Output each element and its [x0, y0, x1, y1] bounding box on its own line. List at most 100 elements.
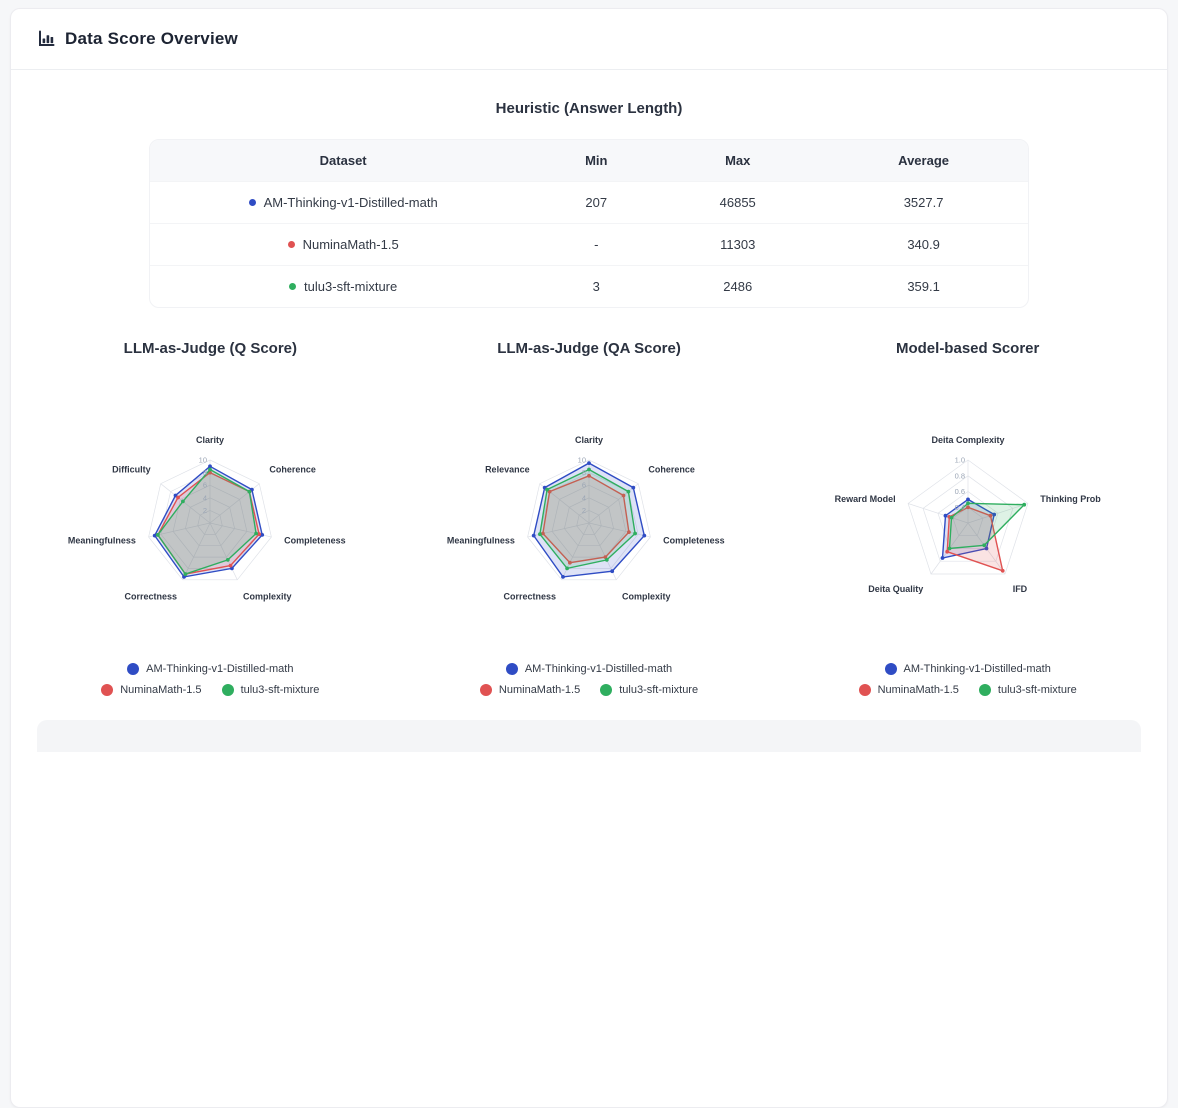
- radar-tick-label: 10: [578, 456, 586, 465]
- chart-legend: AM-Thinking-v1-Distilled-math NuminaMath-…: [479, 663, 698, 696]
- legend-item[interactable]: tulu3-sft-mixture: [978, 684, 1077, 696]
- legend-color-dot: [884, 663, 897, 675]
- radar-tick-label: 0.8: [954, 471, 964, 480]
- radar-axis-label: Relevance: [485, 464, 530, 474]
- legend-label: tulu3-sft-mixture: [619, 684, 699, 696]
- chart-legend: AM-Thinking-v1-Distilled-math NuminaMath-…: [858, 663, 1077, 696]
- legend-item[interactable]: NuminaMath-1.5: [858, 684, 959, 696]
- radar-tick-label: 0.6: [954, 487, 964, 496]
- radar-point: [943, 513, 948, 518]
- legend-item[interactable]: AM-Thinking-v1-Distilled-math: [127, 663, 293, 675]
- legend-label: tulu3-sft-mixture: [240, 684, 320, 696]
- radar-axis-label: Coherence: [648, 464, 695, 474]
- radar-point: [621, 493, 626, 498]
- radar-point: [156, 533, 161, 537]
- chart-col-qa-score: LLM-as-Judge (QA Score) Clarity Coherence…: [400, 340, 779, 696]
- radar-axis-label: Completeness: [284, 535, 346, 545]
- radar-axis-label: Deita Complexity: [931, 435, 1004, 445]
- dataset-name: tulu3-sft-mixture: [304, 279, 398, 294]
- radar-series: [948, 502, 1026, 550]
- radar-tick-label: 6: [582, 481, 586, 490]
- legend-item[interactable]: tulu3-sft-mixture: [221, 684, 320, 696]
- radar-axis-label: Clarity: [575, 435, 603, 445]
- radar-point: [991, 512, 996, 517]
- radar-point: [947, 546, 952, 551]
- radar-point: [642, 533, 647, 538]
- radar-axis-line: [527, 522, 590, 538]
- radar-point: [587, 461, 591, 465]
- legend-color-dot: [127, 663, 140, 675]
- radar-grid-ring: [173, 484, 248, 558]
- radar-axis-label: Deita Quality: [868, 584, 923, 594]
- chart-col-q-score: LLM-as-Judge (Q Score) Clarity Coherence C…: [21, 340, 400, 696]
- radar-point: [610, 569, 615, 574]
- dataset-name: NuminaMath-1.5: [302, 237, 399, 252]
- radar-point: [1021, 502, 1026, 507]
- radar-point: [257, 532, 262, 537]
- radar-tick-label: 8: [582, 468, 586, 477]
- radar-axis-label: Clarity: [196, 435, 224, 445]
- radar-axis-label: Correctness: [503, 591, 556, 601]
- radar-point: [226, 558, 231, 562]
- column-header-max: Max: [656, 140, 820, 182]
- radar-point: [230, 566, 235, 571]
- radar-axis-label: Correctness: [125, 591, 178, 601]
- legend-color-dot: [221, 684, 234, 696]
- legend-label: NuminaMath-1.5: [120, 684, 202, 696]
- radar-axis-line: [588, 522, 651, 538]
- radar-point: [565, 566, 569, 571]
- legend-label: NuminaMath-1.5: [877, 684, 959, 696]
- radar-series: [157, 468, 258, 575]
- legend-color-dot: [978, 684, 991, 696]
- radar-tick-label: 2: [582, 506, 586, 515]
- legend-row: AM-Thinking-v1-Distilled-math: [884, 663, 1051, 675]
- radar-point: [965, 505, 970, 510]
- legend-color-dot: [505, 663, 518, 675]
- legend-item[interactable]: AM-Thinking-v1-Distilled-math: [884, 663, 1051, 675]
- radar-axis-label: Complexity: [622, 591, 671, 601]
- radar-axis-line: [210, 522, 238, 580]
- legend-item[interactable]: tulu3-sft-mixture: [600, 684, 698, 696]
- radar-chart-qa-score: Clarity Coherence Completeness Complexity Co…: [447, 435, 725, 601]
- legend-item[interactable]: NuminaMath-1.5: [101, 684, 202, 696]
- radar-point: [965, 497, 970, 502]
- radar-point: [984, 546, 989, 551]
- radar-point: [247, 489, 252, 494]
- max-value: 11303: [656, 223, 820, 266]
- radar-tick-label: 2: [203, 506, 207, 515]
- radar-point: [944, 549, 949, 554]
- radar-series: [946, 506, 1004, 572]
- radar-point: [260, 533, 265, 537]
- radar-point: [587, 473, 591, 478]
- radar-point: [988, 513, 993, 518]
- radar-tick-label: 4: [582, 493, 586, 502]
- chart-legend: AM-Thinking-v1-Distilled-math NuminaMath-…: [101, 663, 319, 696]
- radar-tick-label: 8: [203, 468, 207, 477]
- heuristic-table-body: AM-Thinking-v1-Distilled-math 207 46855 352…: [150, 181, 1028, 307]
- legend-item[interactable]: AM-Thinking-v1-Distilled-math: [505, 663, 672, 675]
- column-header-dataset: Dataset: [150, 140, 537, 182]
- dataset-cell: AM-Thinking-v1-Distilled-math: [150, 181, 537, 224]
- legend-color-dot: [600, 684, 613, 696]
- legend-color-dot: [858, 684, 871, 696]
- average-value: 359.1: [819, 265, 1028, 307]
- radar-grid-ring: [937, 491, 999, 549]
- radar-point: [538, 532, 542, 537]
- chart-title-model-scorer: Model-based Scorer: [895, 340, 1040, 357]
- radar-charts-row: LLM-as-Judge (Q Score) Clarity Coherence C…: [11, 340, 1167, 696]
- max-value: 2486: [656, 265, 820, 307]
- radar-point: [228, 563, 233, 568]
- radar-tick-label: 4: [203, 493, 207, 502]
- radar-point: [626, 489, 631, 494]
- radar-grid-ring: [576, 510, 602, 535]
- legend-label: AM-Thinking-v1-Distilled-math: [146, 663, 294, 675]
- radar-axis-label: Completeness: [663, 535, 725, 545]
- radar-axis-label: Complexity: [243, 591, 292, 601]
- dataset-color-dot: [289, 283, 297, 291]
- data-score-card: Data Score Overview Heuristic (Answer Le…: [10, 8, 1168, 1108]
- legend-item[interactable]: NuminaMath-1.5: [479, 684, 580, 696]
- dataset-color-dot: [248, 199, 256, 207]
- radar-point: [183, 572, 188, 576]
- radar-point: [568, 560, 572, 565]
- legend-row: NuminaMath-1.5 tulu3-sft-mixture: [858, 684, 1077, 696]
